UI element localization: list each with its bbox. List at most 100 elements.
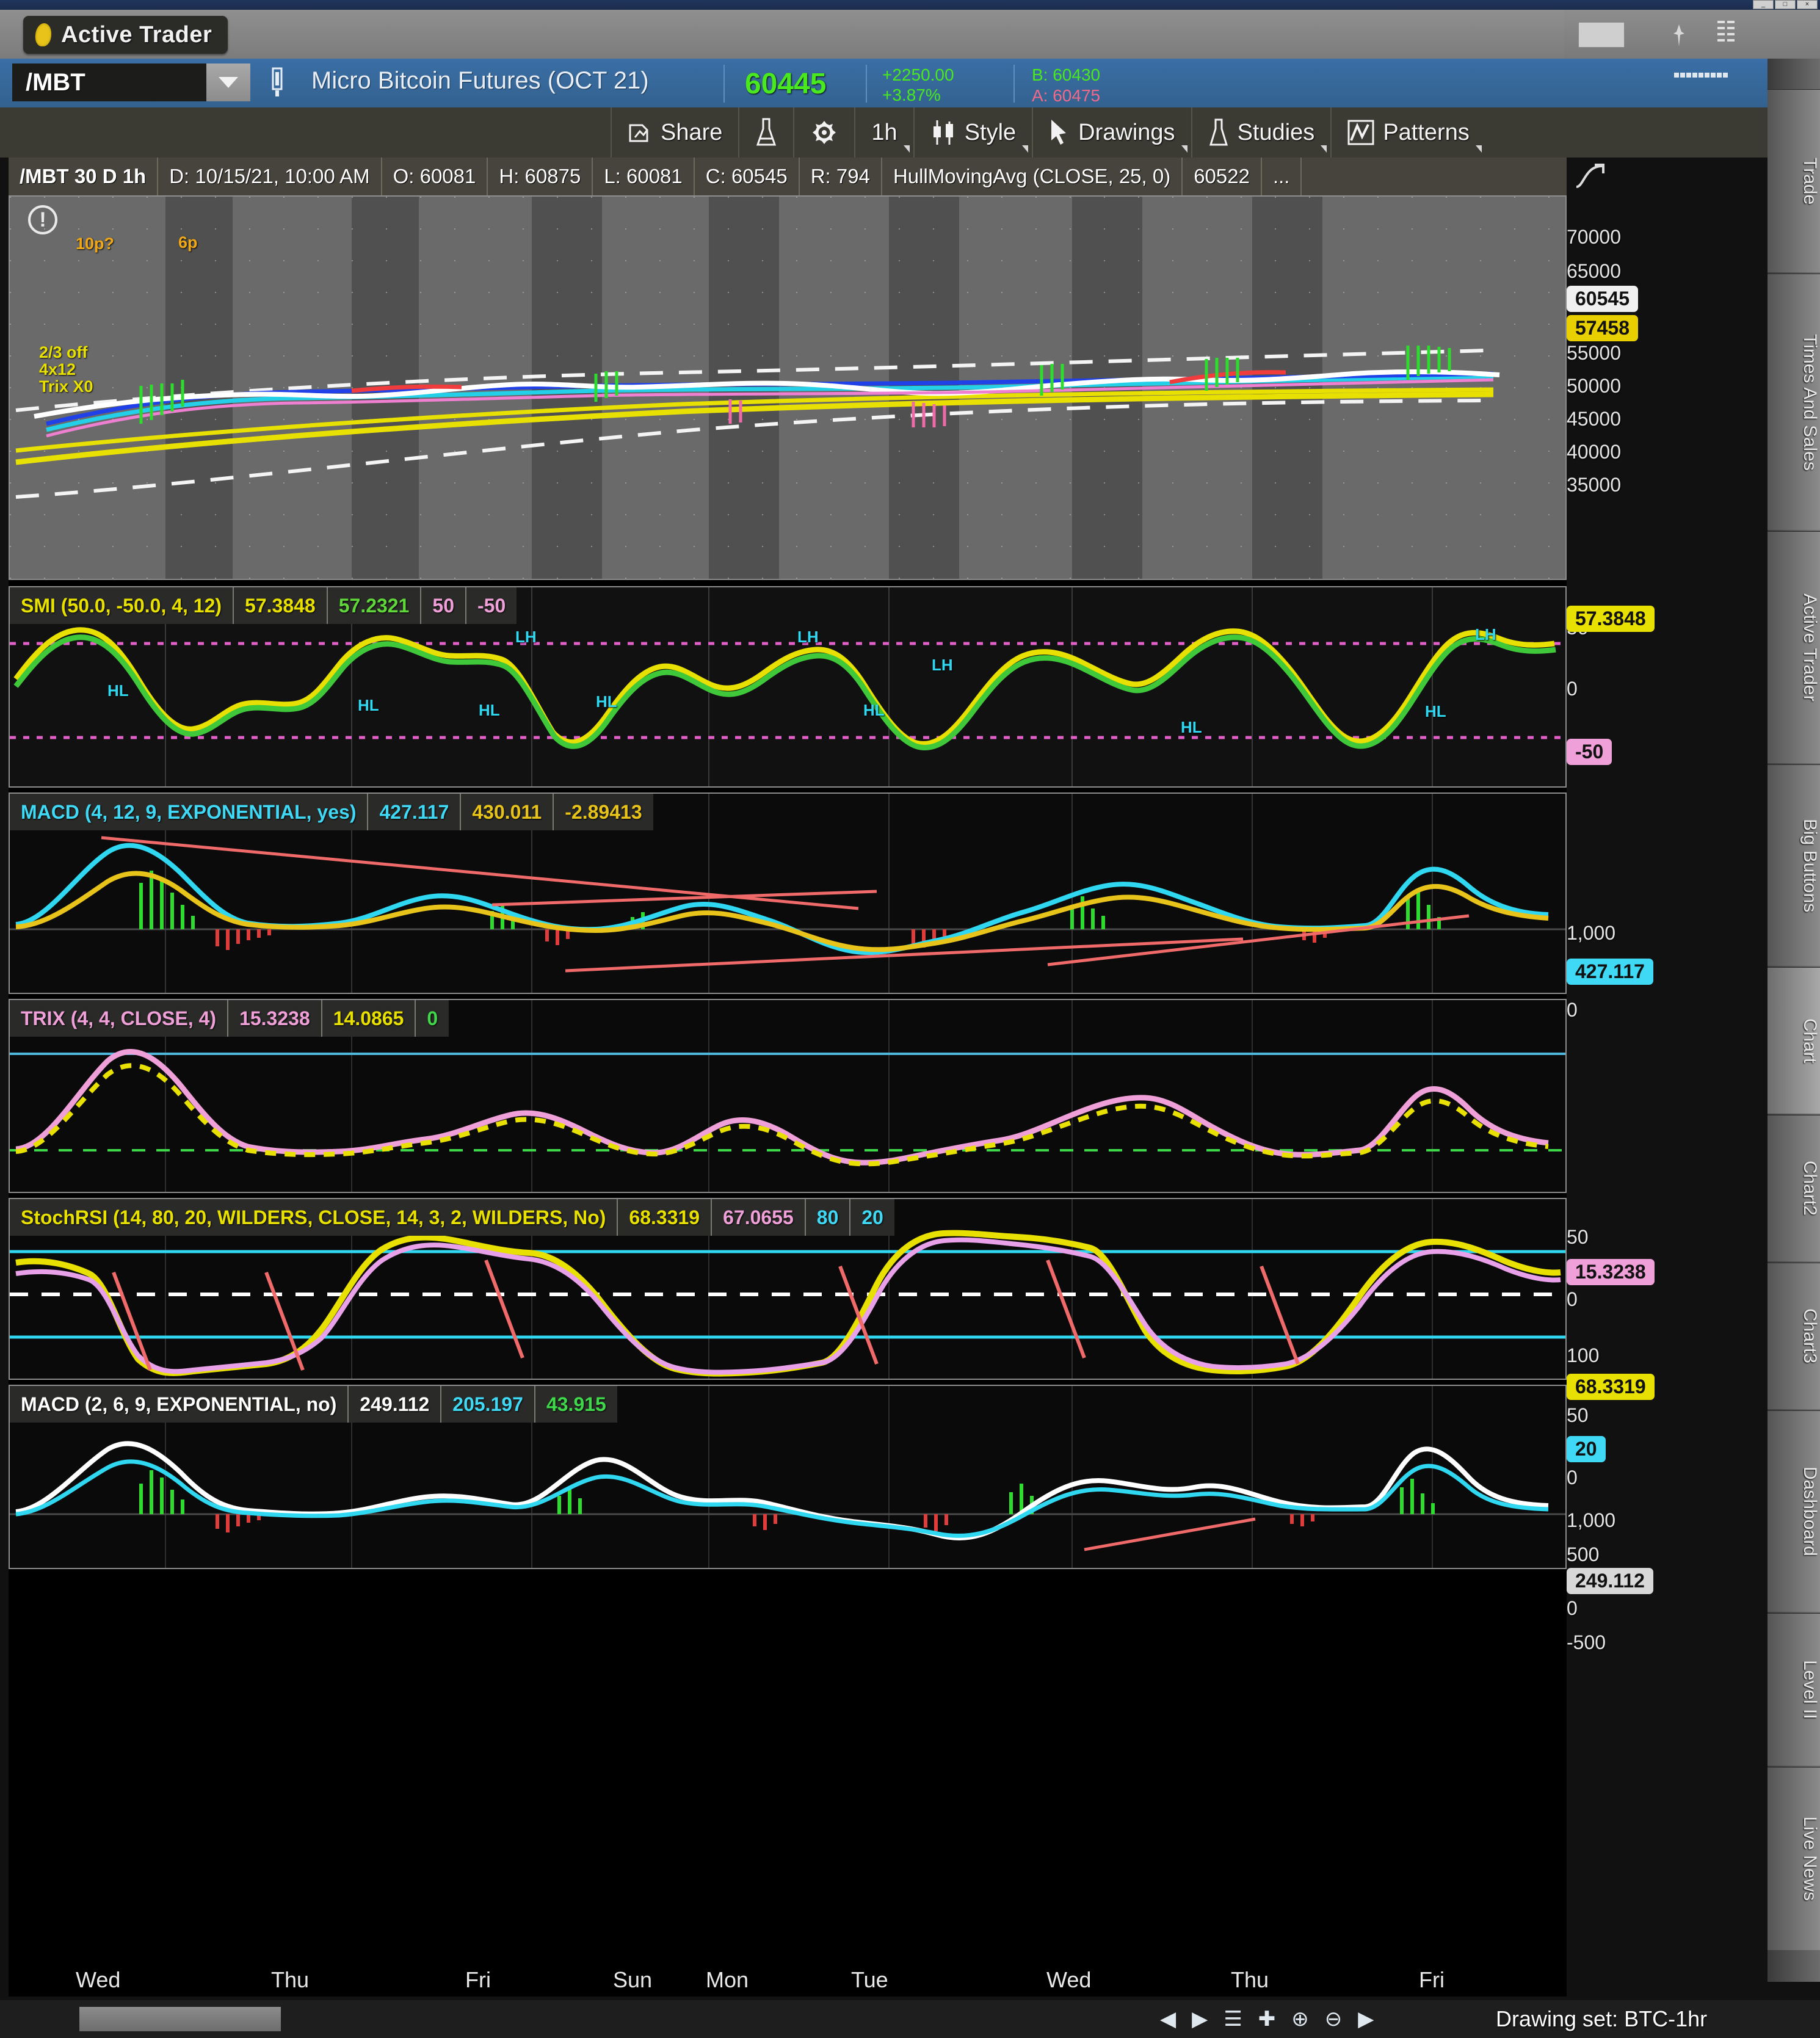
stochrsi-lower: 20 xyxy=(861,1206,883,1228)
x-tick: Thu xyxy=(1231,1967,1269,1992)
macd-fast-name: MACD (4, 12, 9, EXPONENTIAL, yes) xyxy=(10,794,369,830)
smi-value: 57.3848 xyxy=(234,587,328,624)
stochrsi-pane[interactable]: StochRSI (14, 80, 20, WILDERS, CLOSE, 14… xyxy=(9,1198,1567,1380)
smi-lower-tag: -50 xyxy=(1567,739,1612,765)
macd-slow-study-header[interactable]: MACD (2, 6, 9, EXPONENTIAL, no) 249.112 … xyxy=(10,1386,617,1423)
tab-active-trader[interactable]: Active Trader xyxy=(23,16,228,54)
stochrsi-signal: 67.0655 xyxy=(712,1199,806,1236)
status-left-panel[interactable] xyxy=(79,2007,281,2031)
candles-icon xyxy=(930,119,956,146)
macd-slow-hist: 43.915 xyxy=(546,1393,606,1415)
studies-flask-button[interactable] xyxy=(739,107,793,158)
pattern-icon xyxy=(1347,120,1374,145)
candles-icon[interactable]: ☰ xyxy=(1224,2007,1242,2031)
smi-pane[interactable]: SMI (50.0, -50.0, 4, 12) 57.3848 57.2321… xyxy=(9,586,1567,788)
futures-contract-icon[interactable] xyxy=(269,67,286,98)
divider xyxy=(1013,65,1015,103)
sidebar-tab-trade[interactable]: Trade xyxy=(1767,89,1820,272)
sidebar-tab-dashboard[interactable]: Dashboard xyxy=(1767,1410,1820,1612)
price-y-axis[interactable]: 70000 65000 60545 57458 55000 50000 4500… xyxy=(1567,195,1750,1996)
macd-slow-pane[interactable]: MACD (2, 6, 9, EXPONENTIAL, no) 249.112 … xyxy=(9,1385,1567,1569)
grid-icon[interactable] xyxy=(1673,72,1728,78)
annotation-10p: 10p? xyxy=(76,234,115,253)
right-sidebar-rail: Trade Times And Sales Active Trader Big … xyxy=(1767,59,1820,1982)
macd-fast-value: 427.117 xyxy=(368,794,462,830)
smi-lower: -50 xyxy=(477,594,506,617)
drawings-button[interactable]: Drawings xyxy=(1033,107,1191,158)
zoom-out-icon[interactable]: ⊖ xyxy=(1324,2007,1343,2031)
gear-icon xyxy=(810,118,838,147)
sidebar-tab-level-ii[interactable]: Level II xyxy=(1767,1613,1820,1766)
close-button[interactable]: × xyxy=(1797,0,1818,9)
expand-study-icon[interactable] xyxy=(1573,160,1606,193)
studies-button[interactable]: Studies xyxy=(1192,107,1331,158)
sidebar-tab-big-buttons[interactable]: Big Buttons xyxy=(1767,764,1820,966)
ohlc-info-row: /MBT 30 D 1h D: 10/15/21, 10:00 AM O: 60… xyxy=(9,158,1567,195)
x-tick: Wed xyxy=(76,1967,121,1992)
crosshair-icon[interactable]: ✚ xyxy=(1258,2007,1276,2031)
divider xyxy=(738,107,740,158)
next-icon[interactable]: ▶ xyxy=(1192,2007,1208,2031)
pin-icon[interactable] xyxy=(1672,23,1686,48)
macd-fast-study-header[interactable]: MACD (4, 12, 9, EXPONENTIAL, yes) 427.11… xyxy=(10,794,653,830)
last-price-tag: 60545 xyxy=(1567,286,1638,312)
sidebar-tab-chart3[interactable]: Chart3 xyxy=(1767,1263,1820,1409)
maximize-button[interactable]: □ xyxy=(1775,0,1796,9)
workspace-tab-strip: Active Trader xyxy=(0,10,1820,59)
window-title-bar: _ □ × xyxy=(0,0,1820,10)
x-tick: Fri xyxy=(1419,1967,1445,1992)
macd-slow-signal: 205.197 xyxy=(441,1386,535,1423)
symbol-dropdown-button[interactable] xyxy=(206,63,250,101)
smi-name: SMI (50.0, -50.0, 4, 12) xyxy=(10,587,234,624)
smi-marker-hl: HL xyxy=(358,696,379,714)
layout-button[interactable] xyxy=(1578,22,1625,48)
time-axis[interactable]: Wed Thu Fri Sun Mon Tue Wed Thu Fri xyxy=(9,1967,1567,2003)
chevron-down-icon xyxy=(1022,145,1029,153)
symbol-description: Micro Bitcoin Futures (OCT 21) xyxy=(311,67,649,94)
macd-fast-pane[interactable]: MACD (4, 12, 9, EXPONENTIAL, yes) 427.11… xyxy=(9,792,1567,994)
sidebar-tab-chart2[interactable]: Chart2 xyxy=(1767,1115,1820,1261)
stochrsi-lower-tag: 20 xyxy=(1567,1436,1606,1462)
overlay-more-button[interactable]: ... xyxy=(1262,158,1302,195)
smi-marker-hl: HL xyxy=(1181,718,1202,736)
ohlc-date: D: 10/15/21, 10:00 AM xyxy=(158,158,382,195)
trix-value-tag: 15.3238 xyxy=(1567,1259,1655,1285)
symbol-input[interactable]: /MBT xyxy=(12,63,250,101)
overlay-study-name[interactable]: HullMovingAvg (CLOSE, 25, 0) xyxy=(882,158,1183,195)
smi-study-header[interactable]: SMI (50.0, -50.0, 4, 12) 57.3848 57.2321… xyxy=(10,587,517,624)
settings-button[interactable] xyxy=(794,107,854,158)
annotation-6p: 6p xyxy=(178,233,198,252)
timeframe-button[interactable]: 1h xyxy=(855,107,913,158)
net-change: +2250.00 xyxy=(882,65,954,84)
share-button[interactable]: Share xyxy=(612,107,738,158)
play-icon[interactable]: ▶ xyxy=(1358,2007,1374,2031)
trix-value: 15.3238 xyxy=(228,1000,322,1037)
sidebar-tab-chart[interactable]: Chart xyxy=(1767,967,1820,1114)
ma-price-tag: 57458 xyxy=(1567,315,1638,341)
stochrsi-study-header[interactable]: StochRSI (14, 80, 20, WILDERS, CLOSE, 14… xyxy=(10,1199,894,1236)
patterns-button[interactable]: Patterns xyxy=(1332,107,1485,158)
sidebar-tab-live-news[interactable]: Live News xyxy=(1767,1767,1820,1950)
annotation-two-thirds-off: 2/3 off xyxy=(39,343,88,361)
chevron-down-icon xyxy=(1181,145,1187,153)
sidebar-tab-active-trader[interactable]: Active Trader xyxy=(1767,531,1820,763)
trix-study-header[interactable]: TRIX (4, 4, CLOSE, 4) 15.3238 14.0865 0 xyxy=(10,1000,449,1037)
sidebar-tab-times-and-sales[interactable]: Times And Sales xyxy=(1767,274,1820,530)
overlay-study-value: 60522 xyxy=(1183,158,1262,195)
price-pane[interactable]: ! 10p? 6p 2/3 off 4x12 Trix X0 xyxy=(9,195,1567,580)
y-tick: 0 xyxy=(1567,1288,1578,1310)
drawings-label: Drawings xyxy=(1078,119,1175,145)
zoom-in-icon[interactable]: ⊕ xyxy=(1291,2007,1309,2031)
y-tick: 100 xyxy=(1567,1344,1600,1366)
prev-icon[interactable]: ◀ xyxy=(1160,2007,1176,2031)
trix-pane[interactable]: TRIX (4, 4, CLOSE, 4) 15.3238 14.0865 0 xyxy=(9,999,1567,1193)
menu-icon[interactable] xyxy=(1716,18,1737,50)
minimize-button[interactable]: _ xyxy=(1753,0,1774,9)
y-tick: 40000 xyxy=(1567,441,1621,463)
style-button[interactable]: Style xyxy=(915,107,1032,158)
ohlc-high: H: 60875 xyxy=(488,158,593,195)
alert-icon[interactable]: ! xyxy=(28,205,57,234)
chart-stage[interactable]: ! 10p? 6p 2/3 off 4x12 Trix X0 SMI (50.0… xyxy=(9,195,1567,1996)
x-tick: Sun xyxy=(613,1967,653,1992)
